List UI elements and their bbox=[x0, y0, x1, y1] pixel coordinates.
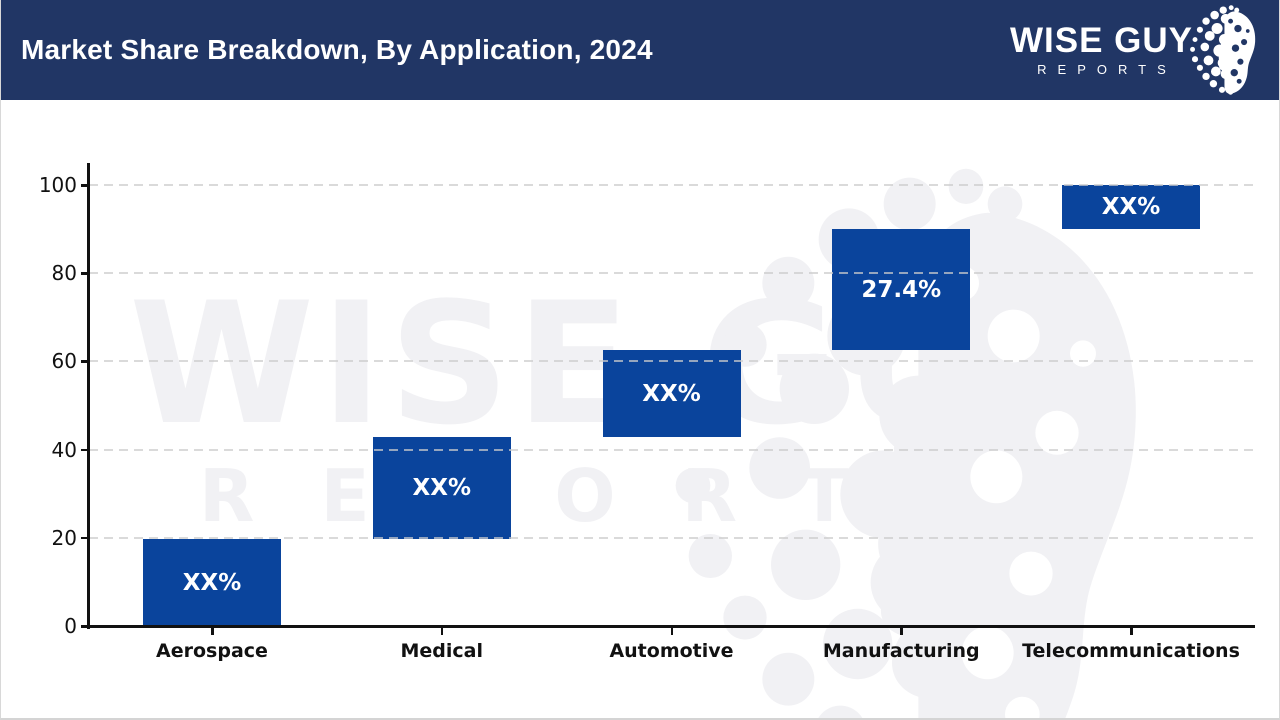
waterfall-bar-medical: XX% bbox=[372, 437, 511, 540]
y-tick-label: 0 bbox=[64, 614, 77, 638]
y-tick-label: 40 bbox=[51, 437, 77, 462]
bar-value-label: XX% bbox=[642, 380, 701, 407]
gridline-60 bbox=[89, 360, 1254, 363]
y-tick-mark bbox=[81, 625, 89, 628]
gridline-80 bbox=[89, 272, 1254, 275]
y-tick-mark bbox=[81, 360, 89, 363]
gridline-100 bbox=[89, 184, 1254, 186]
waterfall-bar-automotive: XX% bbox=[602, 349, 741, 438]
y-tick-mark bbox=[81, 184, 89, 187]
x-category-label: Automotive bbox=[609, 640, 734, 662]
x-category-label: Medical bbox=[400, 640, 483, 662]
y-tick-label: 20 bbox=[51, 525, 77, 550]
brand-wordmark: WISE GUY REPORTS bbox=[1010, 23, 1193, 77]
header: Market Share Breakdown, By Application, … bbox=[1, 0, 1279, 100]
waterfall-bar-manufacturing: 27.4% bbox=[832, 229, 971, 350]
bar-value-label: XX% bbox=[1101, 194, 1161, 221]
brand-name: WISE GUY bbox=[1009, 21, 1193, 60]
bar-value-label: XX% bbox=[182, 569, 242, 596]
x-axis-line bbox=[87, 625, 1255, 628]
x-tick-mark bbox=[440, 628, 444, 635]
y-tick-mark bbox=[81, 536, 89, 540]
waterfall-bar-aerospace: XX% bbox=[143, 539, 281, 626]
x-category-label: Telecommunications bbox=[1022, 640, 1240, 662]
brand-logo: WISE GUY REPORTS bbox=[1010, 4, 1265, 96]
x-tick-mark bbox=[670, 628, 673, 635]
chart-plot-area: WISE GUY REPORTS XX% XX% XX% 27.4% XX% 0 20 40 6… bbox=[1, 100, 1279, 718]
gridline-20 bbox=[89, 536, 1254, 539]
x-tick-mark bbox=[211, 628, 214, 635]
x-category-label: Aerospace bbox=[156, 640, 268, 662]
y-tick-label: 60 bbox=[51, 349, 77, 374]
y-tick-label: 80 bbox=[51, 261, 77, 286]
x-tick-mark bbox=[900, 628, 903, 635]
waterfall-bar-telecommunications: XX% bbox=[1062, 185, 1200, 230]
y-axis-line bbox=[87, 163, 90, 629]
bar-value-label: XX% bbox=[412, 475, 471, 502]
gridline-40 bbox=[89, 448, 1254, 451]
x-category-label: Manufacturing bbox=[822, 640, 980, 662]
wiseguy-face-icon bbox=[1190, 5, 1256, 95]
y-tick-label: 100 bbox=[38, 173, 77, 197]
y-tick-mark bbox=[81, 448, 89, 452]
brand-subtitle: REPORTS bbox=[1037, 62, 1177, 77]
bar-value-label: 27.4% bbox=[861, 276, 942, 303]
page-title: Market Share Breakdown, By Application, … bbox=[21, 34, 653, 65]
y-tick-mark bbox=[81, 272, 89, 275]
x-tick-mark bbox=[1130, 628, 1133, 635]
